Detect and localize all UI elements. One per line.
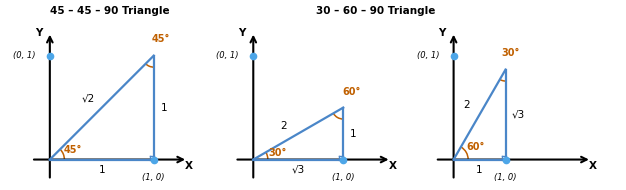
Text: 30 – 60 – 90 Triangle: 30 – 60 – 90 Triangle: [316, 6, 435, 16]
Text: 45°: 45°: [64, 145, 82, 155]
Text: Y: Y: [238, 28, 245, 38]
Text: Y: Y: [438, 28, 446, 38]
Text: 1: 1: [161, 103, 167, 113]
Text: X: X: [185, 161, 193, 171]
Text: √3: √3: [292, 165, 305, 175]
Text: 45 – 45 – 90 Triangle: 45 – 45 – 90 Triangle: [49, 6, 170, 16]
Text: 30°: 30°: [268, 148, 287, 158]
Text: Y: Y: [34, 28, 42, 38]
Text: 1: 1: [98, 165, 105, 175]
Text: (0, 1): (0, 1): [13, 51, 35, 60]
Text: 1: 1: [351, 129, 357, 139]
Text: √3: √3: [511, 110, 525, 120]
Text: X: X: [589, 161, 597, 171]
Text: 60°: 60°: [466, 142, 485, 152]
Text: 45°: 45°: [151, 34, 170, 44]
Text: (1, 0): (1, 0): [495, 173, 517, 182]
Text: 2: 2: [463, 100, 470, 110]
Text: (1, 0): (1, 0): [332, 173, 354, 182]
Text: 60°: 60°: [343, 87, 361, 97]
Text: 30°: 30°: [501, 48, 520, 58]
Text: (0, 1): (0, 1): [216, 51, 239, 60]
Text: 2: 2: [280, 121, 287, 131]
Text: (0, 1): (0, 1): [416, 51, 439, 60]
Text: √2: √2: [81, 93, 95, 103]
Text: X: X: [389, 161, 396, 171]
Text: (1, 0): (1, 0): [143, 173, 165, 182]
Text: 1: 1: [476, 165, 483, 175]
